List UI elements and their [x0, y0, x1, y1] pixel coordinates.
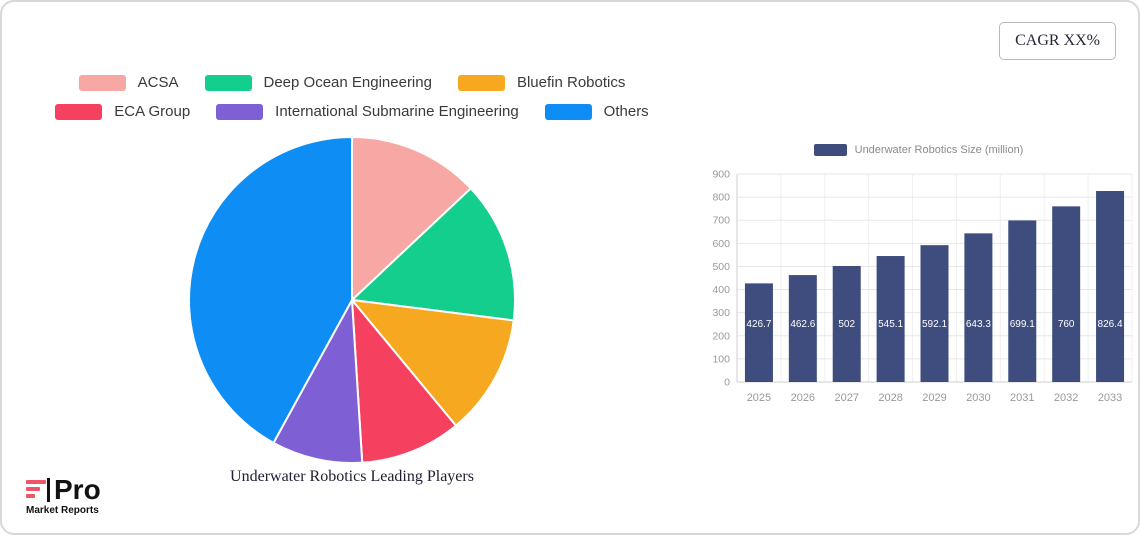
x-tick-label: 2025 — [747, 392, 771, 404]
bar-2027 — [832, 265, 861, 382]
x-tick-label: 2027 — [834, 392, 858, 404]
legend-item-others: Others — [544, 103, 649, 120]
bar-value-label: 502 — [838, 319, 855, 330]
x-tick-label: 2026 — [791, 392, 815, 404]
legend-label: Bluefin Robotics — [516, 74, 626, 91]
legend-swatch-others — [544, 103, 592, 120]
x-tick-label: 2033 — [1098, 392, 1122, 404]
bar-legend-swatch — [813, 144, 847, 156]
x-tick-label: 2032 — [1054, 392, 1078, 404]
pie-slice-eca-group — [350, 296, 458, 464]
y-tick-label: 800 — [712, 192, 730, 204]
x-tick-label: 2030 — [966, 392, 990, 404]
bar-2029 — [920, 245, 949, 382]
bar-2028 — [876, 256, 905, 382]
legend-swatch-deep-ocean-engineering — [204, 74, 252, 91]
bar-value-label: 699.1 — [1010, 319, 1035, 330]
y-tick-label: 400 — [712, 284, 730, 296]
y-tick-label: 200 — [712, 330, 730, 342]
logo-row: Pro — [26, 476, 101, 504]
legend-swatch-international-submarine-engineering — [216, 103, 264, 120]
legend-swatch-eca-group — [55, 103, 103, 120]
bar-value-label: 760 — [1058, 319, 1075, 330]
bar-legend-label: Underwater Robotics Size (million) — [854, 144, 1024, 156]
y-tick-label: 900 — [712, 169, 730, 181]
bar-value-label: 643.3 — [966, 319, 991, 330]
bar-2025 — [744, 283, 773, 382]
bar-value-label: 426.7 — [746, 319, 771, 330]
legend-item-international-submarine-engineering: International Submarine Engineering — [216, 103, 519, 120]
bar-value-label: 462.6 — [790, 319, 815, 330]
pie-slice-bluefin-robotics — [349, 298, 515, 427]
legend-label: ECA Group — [114, 103, 191, 120]
bar-2031 — [1008, 220, 1037, 382]
bar-value-label: 826.4 — [1098, 319, 1123, 330]
bar-2032 — [1052, 206, 1081, 382]
legend-label: ACSA — [137, 74, 179, 91]
legend-label: International Submarine Engineering — [275, 103, 519, 120]
pie-chart-title: Underwater Robotics Leading Players — [230, 468, 474, 485]
bar-chart-panel: Underwater Robotics Size (million) 0 100 2… — [695, 144, 1138, 417]
y-tick-label: 700 — [712, 215, 730, 227]
y-tick-label: 100 — [712, 353, 730, 365]
pie-slice-others — [188, 135, 353, 445]
x-tick-label: 2029 — [922, 392, 946, 404]
y-tick-label: 600 — [712, 238, 730, 250]
pie-slice-international-submarine-engineering — [272, 296, 364, 465]
bar-2026 — [788, 275, 817, 382]
cagr-label: CAGR XX% — [1015, 32, 1100, 49]
legend-label: Others — [603, 103, 649, 120]
legend-item-deep-ocean-engineering: Deep Ocean Engineering — [204, 74, 432, 91]
bar-2030 — [964, 233, 993, 382]
pie-slice-acsa — [351, 135, 473, 303]
cagr-badge: CAGR XX% — [999, 22, 1116, 60]
bar-2033 — [1096, 191, 1125, 382]
bar-chart-legend: Underwater Robotics Size (million) — [695, 144, 1138, 156]
bar-value-label: 592.1 — [922, 319, 947, 330]
legend-swatch-acsa — [78, 74, 126, 91]
legend-item-eca-group: ECA Group — [55, 103, 190, 120]
y-tick-label: 300 — [712, 307, 730, 319]
legend-row: ACSA Deep Ocean Engineering Bluefin Roboti… — [17, 74, 687, 91]
logo-tagline: Market Reports — [26, 505, 99, 516]
logo-icon — [26, 476, 51, 504]
logo-name: Pro — [54, 474, 101, 505]
y-tick-label: 0 — [724, 377, 730, 389]
bar-chart: 0 100 200 300 400 500 600 700 800 900 426.7 2025 462… — [712, 169, 1133, 404]
x-tick-label: 2028 — [878, 392, 902, 404]
legend-swatch-bluefin-robotics — [457, 74, 505, 91]
legend-item-bluefin-robotics: Bluefin Robotics — [457, 74, 626, 91]
bar-value-label: 545.1 — [878, 319, 903, 330]
y-tick-label: 500 — [712, 261, 730, 273]
logo: Pro Market Reports — [26, 476, 101, 516]
pie-chart — [188, 135, 516, 465]
legend-row: ECA Group International Submarine Enginee… — [17, 103, 687, 120]
legend-item-acsa: ACSA — [78, 74, 179, 91]
legend-label: Deep Ocean Engineering — [263, 74, 432, 91]
pie-slice-deep-ocean-engineering — [349, 187, 516, 322]
x-tick-label: 2031 — [1010, 392, 1034, 404]
pie-legend: ACSA Deep Ocean Engineering Bluefin Roboti… — [17, 74, 687, 120]
